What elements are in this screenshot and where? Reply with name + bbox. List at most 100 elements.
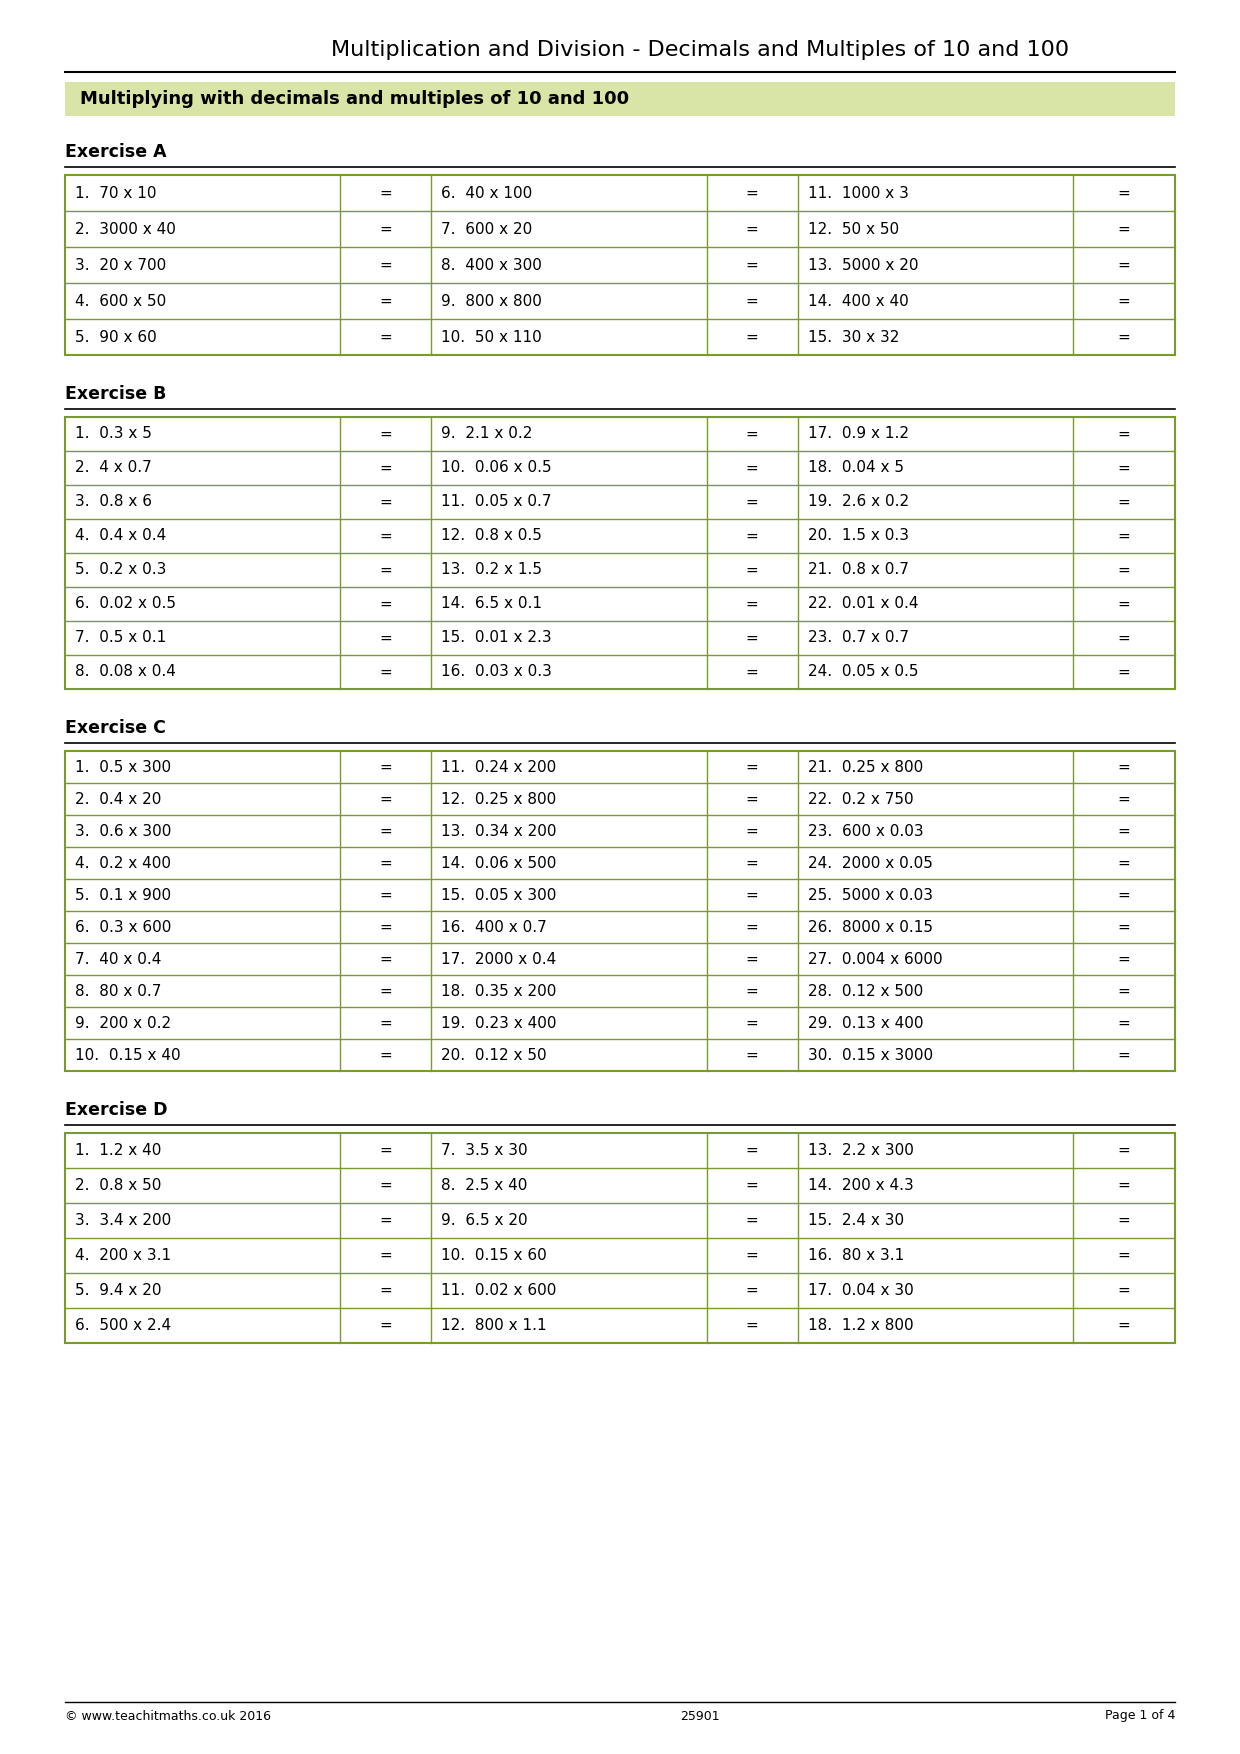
Text: =: = [745,330,759,344]
Text: 13.  2.2 x 300: 13. 2.2 x 300 [807,1144,914,1158]
Text: =: = [1117,1317,1131,1333]
Text: =: = [379,759,392,775]
Text: 20.  1.5 x 0.3: 20. 1.5 x 0.3 [807,528,909,544]
Text: =: = [745,596,759,612]
Text: =: = [1117,951,1131,966]
Text: =: = [745,221,759,237]
Text: 18.  0.04 x 5: 18. 0.04 x 5 [807,461,904,475]
Text: =: = [745,856,759,870]
Text: =: = [745,665,759,679]
Text: =: = [379,888,392,903]
Text: =: = [379,856,392,870]
Text: =: = [745,951,759,966]
Text: 27.  0.004 x 6000: 27. 0.004 x 6000 [807,951,942,966]
Text: =: = [379,919,392,935]
Text: 22.  0.2 x 750: 22. 0.2 x 750 [807,791,913,807]
Text: 26.  8000 x 0.15: 26. 8000 x 0.15 [807,919,932,935]
Text: 23.  600 x 0.03: 23. 600 x 0.03 [807,823,924,838]
Text: =: = [745,791,759,807]
Text: =: = [745,495,759,509]
Text: =: = [1117,186,1131,200]
Text: =: = [745,1214,759,1228]
Text: =: = [1117,563,1131,577]
Text: 8.  400 x 300: 8. 400 x 300 [441,258,542,272]
Text: =: = [379,293,392,309]
Text: 13.  5000 x 20: 13. 5000 x 20 [807,258,918,272]
Text: 16.  80 x 3.1: 16. 80 x 3.1 [807,1249,904,1263]
Text: =: = [745,823,759,838]
Text: =: = [745,426,759,442]
Text: =: = [745,1179,759,1193]
Text: 3.  3.4 x 200: 3. 3.4 x 200 [74,1214,171,1228]
Text: 16.  400 x 0.7: 16. 400 x 0.7 [441,919,547,935]
Text: =: = [745,528,759,544]
Text: 2.  4 x 0.7: 2. 4 x 0.7 [74,461,151,475]
Text: =: = [745,888,759,903]
Text: =: = [379,426,392,442]
Text: 2.  0.8 x 50: 2. 0.8 x 50 [74,1179,161,1193]
Text: 1.  0.5 x 300: 1. 0.5 x 300 [74,759,171,775]
Text: =: = [1117,330,1131,344]
Text: 14.  200 x 4.3: 14. 200 x 4.3 [807,1179,914,1193]
Text: 15.  30 x 32: 15. 30 x 32 [807,330,899,344]
Text: =: = [1117,528,1131,544]
Text: 14.  6.5 x 0.1: 14. 6.5 x 0.1 [441,596,542,612]
Text: =: = [745,563,759,577]
Text: =: = [1117,258,1131,272]
Text: =: = [745,1016,759,1031]
Text: 11.  0.02 x 600: 11. 0.02 x 600 [441,1282,557,1298]
Text: =: = [1117,856,1131,870]
Text: =: = [1117,1047,1131,1063]
Bar [64,1133,1176,1344]
Text: 5.  0.1 x 900: 5. 0.1 x 900 [74,888,171,903]
Bar [64,751,1176,1072]
Text: 4.  0.2 x 400: 4. 0.2 x 400 [74,856,171,870]
Text: =: = [745,293,759,309]
Text: 19.  0.23 x 400: 19. 0.23 x 400 [441,1016,557,1031]
Text: 25901: 25901 [681,1710,719,1722]
Text: =: = [379,1282,392,1298]
Text: =: = [745,1047,759,1063]
Text: =: = [745,1282,759,1298]
Text: =: = [1117,221,1131,237]
Text: 1.  1.2 x 40: 1. 1.2 x 40 [74,1144,161,1158]
Text: 17.  0.04 x 30: 17. 0.04 x 30 [807,1282,914,1298]
Text: =: = [745,1317,759,1333]
Text: 13.  0.34 x 200: 13. 0.34 x 200 [441,823,557,838]
Text: 10.  50 x 110: 10. 50 x 110 [441,330,542,344]
Text: 17.  0.9 x 1.2: 17. 0.9 x 1.2 [807,426,909,442]
Text: 10.  0.15 x 40: 10. 0.15 x 40 [74,1047,181,1063]
Text: 5.  0.2 x 0.3: 5. 0.2 x 0.3 [74,563,166,577]
Text: 21.  0.25 x 800: 21. 0.25 x 800 [807,759,923,775]
Text: 3.  0.8 x 6: 3. 0.8 x 6 [74,495,153,509]
Text: =: = [745,1144,759,1158]
Text: 9.  2.1 x 0.2: 9. 2.1 x 0.2 [441,426,533,442]
Text: =: = [1117,919,1131,935]
Text: Page 1 of 4: Page 1 of 4 [1105,1710,1176,1722]
Text: 2.  3000 x 40: 2. 3000 x 40 [74,221,176,237]
Text: 17.  2000 x 0.4: 17. 2000 x 0.4 [441,951,557,966]
Text: =: = [745,984,759,998]
Text: 1.  70 x 10: 1. 70 x 10 [74,186,156,200]
Text: 25.  5000 x 0.03: 25. 5000 x 0.03 [807,888,932,903]
Text: 12.  50 x 50: 12. 50 x 50 [807,221,899,237]
Text: =: = [379,1144,392,1158]
Bar [64,417,1176,689]
Text: 7.  40 x 0.4: 7. 40 x 0.4 [74,951,161,966]
Text: 8.  80 x 0.7: 8. 80 x 0.7 [74,984,161,998]
Text: =: = [745,258,759,272]
Text: =: = [379,461,392,475]
Text: =: = [379,258,392,272]
Text: =: = [1117,426,1131,442]
Text: 15.  0.01 x 2.3: 15. 0.01 x 2.3 [441,630,552,645]
Text: 5.  9.4 x 20: 5. 9.4 x 20 [74,1282,161,1298]
Text: =: = [1117,1249,1131,1263]
Text: 11.  1000 x 3: 11. 1000 x 3 [807,186,909,200]
Bar [64,175,1176,354]
Text: =: = [379,823,392,838]
Text: =: = [1117,1144,1131,1158]
Text: =: = [379,221,392,237]
Text: 28.  0.12 x 500: 28. 0.12 x 500 [807,984,923,998]
Text: 16.  0.03 x 0.3: 16. 0.03 x 0.3 [441,665,552,679]
Text: 3.  20 x 700: 3. 20 x 700 [74,258,166,272]
